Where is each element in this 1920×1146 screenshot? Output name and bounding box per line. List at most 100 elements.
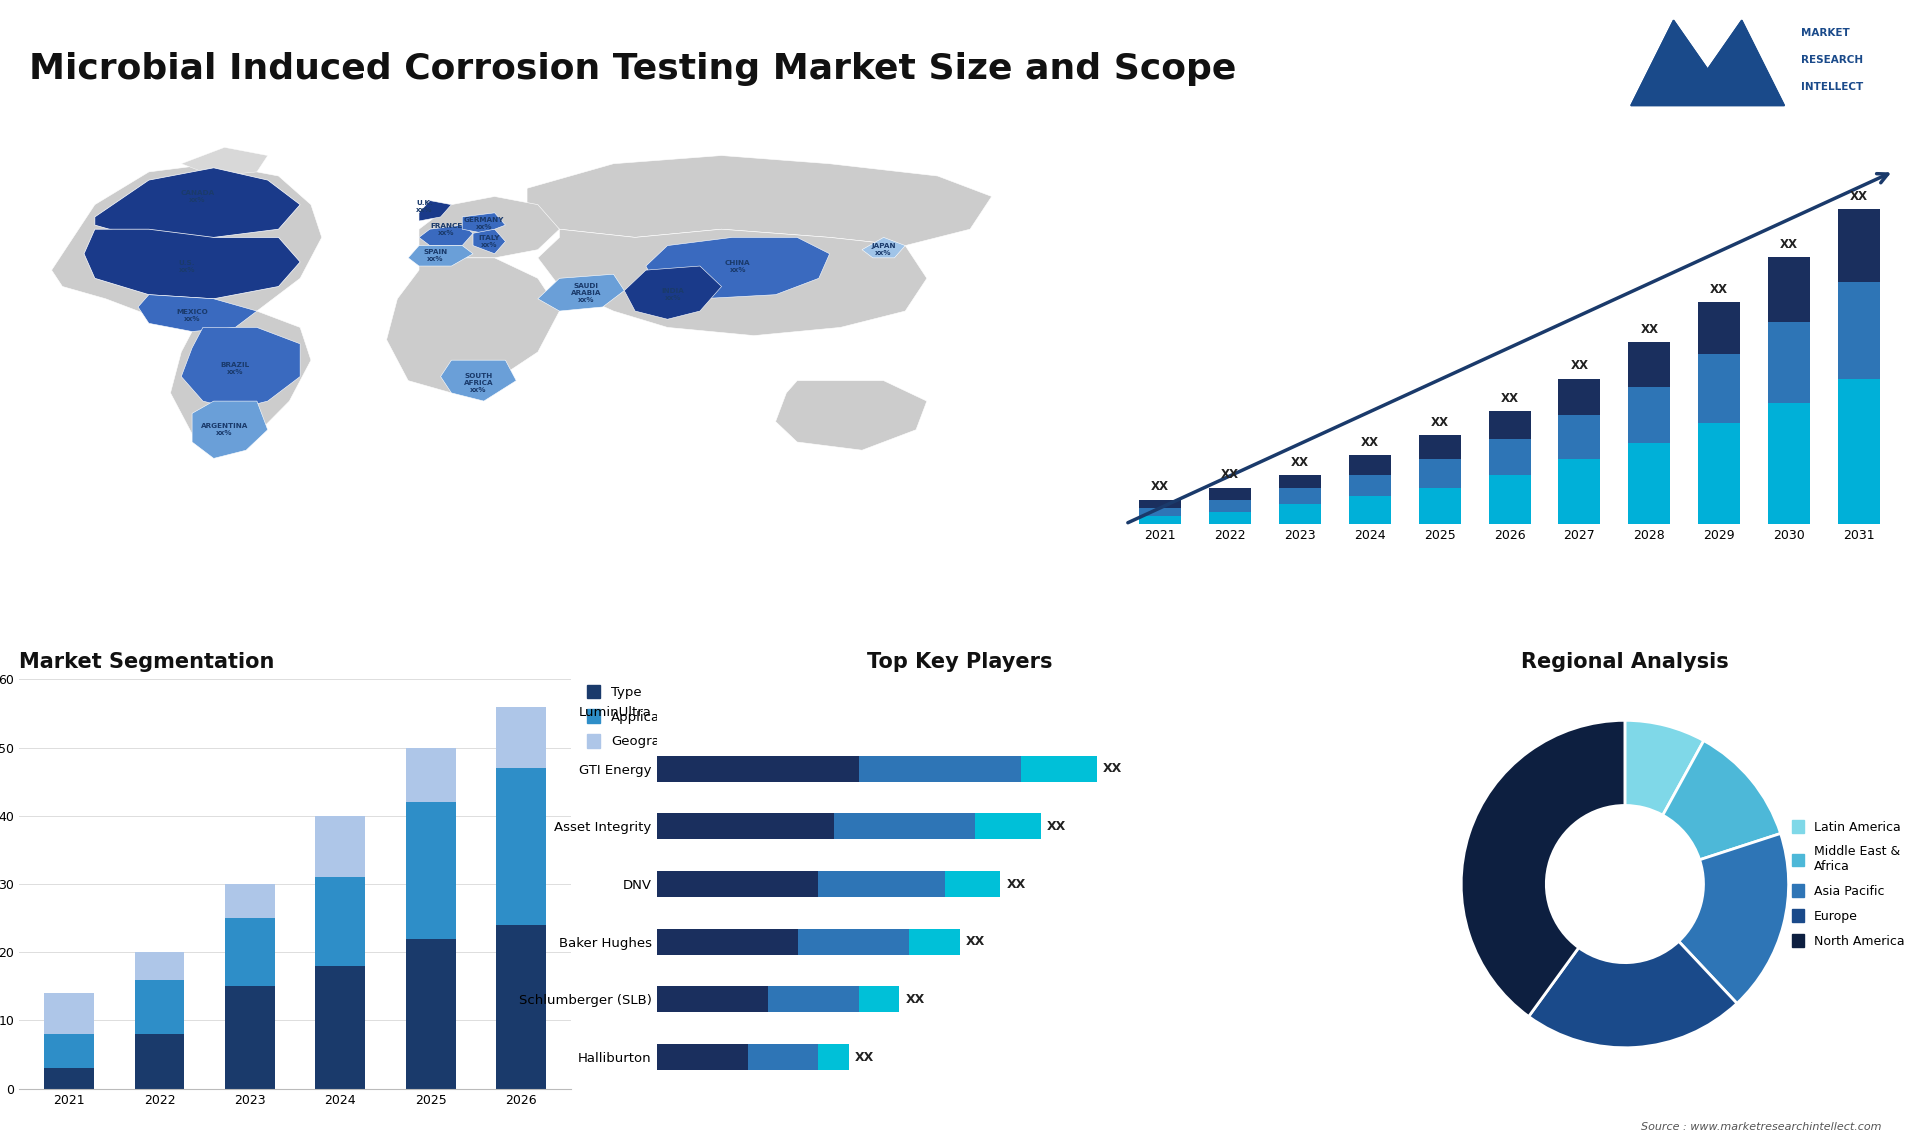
Bar (315, 816, 365, 877)
Text: U.K.
xx%: U.K. xx% (417, 201, 432, 213)
Bar (1139, 500, 1181, 508)
Bar (134, 1034, 184, 1089)
Wedge shape (1663, 740, 1780, 860)
Polygon shape (862, 237, 904, 258)
Bar (975, 814, 1041, 839)
Text: SAUDI
ARABIA
xx%: SAUDI ARABIA xx% (572, 283, 601, 303)
Wedge shape (1678, 833, 1789, 1004)
Bar (1021, 755, 1096, 782)
Bar (1488, 476, 1530, 524)
Bar (1419, 460, 1461, 487)
Text: XX: XX (1221, 469, 1238, 481)
Polygon shape (180, 328, 300, 409)
Text: XX: XX (1849, 190, 1868, 203)
Bar (1559, 460, 1601, 524)
Bar (657, 871, 818, 897)
Bar (1210, 512, 1252, 524)
Bar (1559, 378, 1601, 415)
Bar (1768, 402, 1811, 524)
Wedge shape (1528, 941, 1738, 1047)
Polygon shape (463, 213, 505, 234)
Bar (1419, 435, 1461, 460)
Bar (405, 747, 455, 802)
Polygon shape (419, 201, 451, 221)
Bar (1628, 386, 1670, 444)
Bar (1697, 423, 1740, 524)
Text: GERMANY
xx%: GERMANY xx% (463, 217, 505, 229)
Bar (1350, 476, 1390, 495)
Polygon shape (180, 148, 267, 176)
Bar (858, 987, 899, 1012)
Bar (858, 755, 1021, 782)
Polygon shape (419, 196, 559, 258)
Bar (1768, 322, 1811, 402)
Polygon shape (472, 229, 505, 253)
Bar (1279, 476, 1321, 487)
Text: XX: XX (966, 935, 985, 948)
Bar (657, 928, 799, 955)
Bar (495, 925, 545, 1089)
Bar (134, 980, 184, 1034)
Bar (134, 952, 184, 980)
Polygon shape (1630, 21, 1784, 105)
Wedge shape (1461, 721, 1624, 1017)
Bar (405, 939, 455, 1089)
Bar (225, 884, 275, 918)
Text: INDIA
xx%: INDIA xx% (662, 288, 684, 301)
Polygon shape (409, 245, 472, 266)
Bar (910, 928, 960, 955)
Bar (1279, 504, 1321, 524)
Polygon shape (1630, 21, 1784, 105)
Title: Top Key Players: Top Key Players (868, 652, 1052, 673)
Bar (1210, 487, 1252, 500)
Polygon shape (138, 295, 257, 331)
Polygon shape (528, 156, 991, 245)
Polygon shape (538, 229, 927, 336)
Text: U.S.
xx%: U.S. xx% (179, 259, 196, 273)
Text: XX: XX (1501, 392, 1519, 405)
Polygon shape (538, 274, 624, 311)
Text: XX: XX (1006, 878, 1025, 890)
Bar (1697, 354, 1740, 423)
Text: XX: XX (1361, 435, 1379, 449)
Bar (225, 918, 275, 987)
Bar (44, 1034, 94, 1068)
Bar (44, 1068, 94, 1089)
Polygon shape (419, 225, 472, 245)
Bar (405, 802, 455, 939)
Wedge shape (1624, 721, 1703, 815)
Text: CHINA
xx%: CHINA xx% (726, 259, 751, 273)
Text: XX: XX (1780, 238, 1797, 251)
Text: ITALY
xx%: ITALY xx% (478, 235, 499, 248)
Bar (1210, 500, 1252, 512)
Bar (1837, 209, 1880, 282)
Bar (747, 1044, 818, 1070)
Bar (833, 814, 975, 839)
Text: XX: XX (1290, 456, 1309, 469)
Bar (657, 755, 858, 782)
Bar (818, 871, 945, 897)
Text: JAPAN
xx%: JAPAN xx% (872, 243, 897, 257)
Legend: Latin America, Middle East &
Africa, Asia Pacific, Europe, North America: Latin America, Middle East & Africa, Asi… (1788, 815, 1910, 952)
Text: MEXICO
xx%: MEXICO xx% (177, 308, 207, 322)
Polygon shape (84, 229, 300, 299)
Title: Regional Analysis: Regional Analysis (1521, 652, 1728, 673)
Polygon shape (52, 164, 323, 328)
Bar (1139, 516, 1181, 524)
Bar (768, 987, 858, 1012)
Bar (1488, 439, 1530, 476)
Text: RESEARCH: RESEARCH (1801, 55, 1864, 64)
Bar (315, 877, 365, 966)
Bar (657, 1044, 747, 1070)
Polygon shape (94, 167, 300, 237)
Bar (1139, 508, 1181, 516)
Bar (1697, 301, 1740, 354)
Bar (1419, 487, 1461, 524)
Text: XX: XX (1571, 360, 1588, 372)
Bar (1837, 282, 1880, 378)
Bar (818, 1044, 849, 1070)
Bar (495, 707, 545, 768)
FancyBboxPatch shape (19, 115, 1100, 524)
Legend: Type, Application, Geography: Type, Application, Geography (582, 680, 691, 754)
Bar (1628, 343, 1670, 386)
